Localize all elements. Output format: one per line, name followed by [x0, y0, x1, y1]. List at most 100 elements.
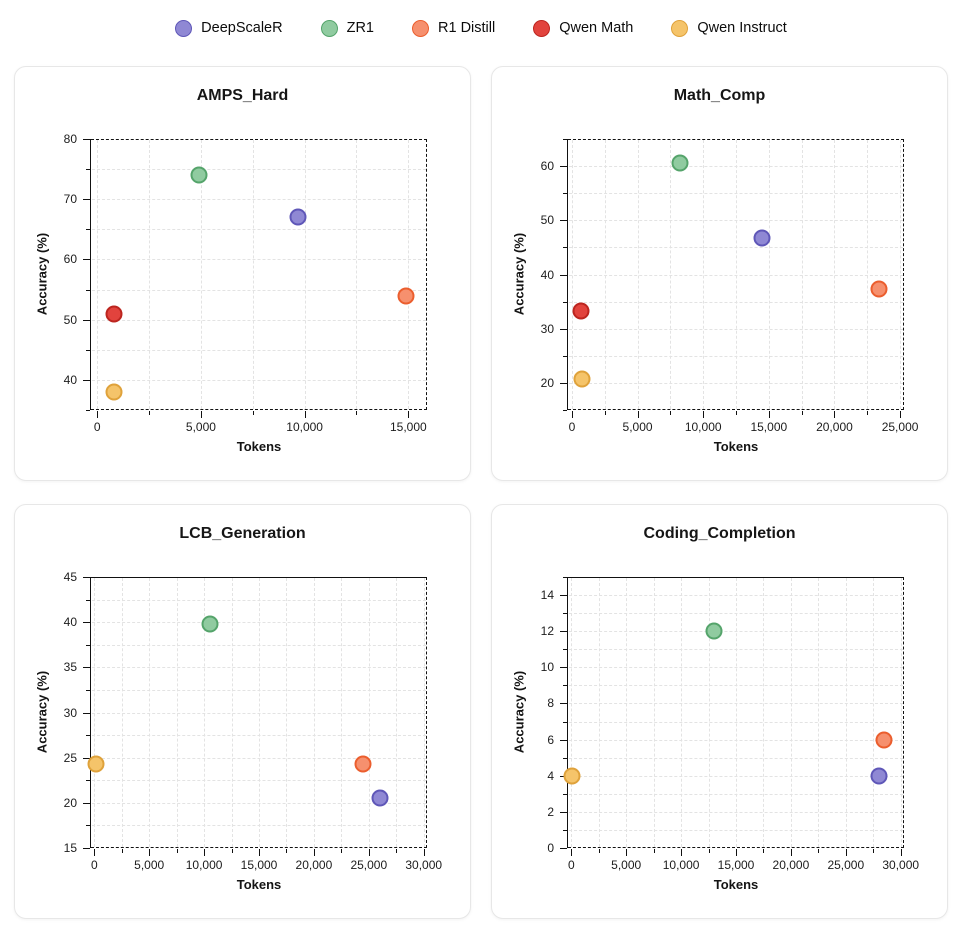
gridline: [92, 199, 426, 201]
x-minor-tick-mark: [252, 411, 254, 415]
gridline: [790, 578, 792, 847]
point-deepscaler: [870, 767, 888, 785]
r1-distill-swatch-icon: [412, 19, 429, 37]
y-minor-tick-mark: [563, 247, 567, 249]
gridline: [873, 578, 875, 847]
x-tick-label: 10,000: [662, 858, 700, 872]
y-tick-label: 2: [547, 804, 554, 819]
y-tick-label: 20: [540, 375, 554, 390]
y-tick-label: 0: [547, 841, 554, 855]
gridline: [92, 289, 426, 291]
y-minor-tick-mark: [563, 193, 567, 195]
gridline: [598, 578, 600, 847]
y-tick-mark: [560, 166, 567, 168]
y-minor-tick-mark: [86, 644, 90, 646]
gridline: [97, 140, 99, 409]
x-tick-mark: [368, 849, 370, 856]
x-tick-mark: [423, 849, 425, 856]
x-minor-tick-mark: [801, 411, 803, 415]
x-tick-label: 5,000: [622, 420, 653, 434]
x-tick-label: 10,000: [684, 420, 722, 434]
point-r1-distill: [875, 731, 893, 749]
x-minor-tick-mark: [356, 411, 358, 415]
gridline: [92, 712, 426, 714]
y-minor-tick-mark: [563, 410, 567, 411]
x-minor-tick-mark: [121, 849, 123, 853]
y-tick-label: 50: [63, 312, 77, 327]
gridline: [626, 578, 628, 847]
y-tick-label: 60: [540, 159, 554, 174]
x-tick-mark: [637, 411, 639, 418]
y-tick-label: 80: [63, 132, 77, 146]
y-minor-tick-mark: [86, 349, 90, 351]
y-tick-label: 15: [63, 841, 77, 855]
x-tick-mark: [834, 411, 836, 418]
gridline: [569, 193, 903, 195]
point-deepscaler: [753, 229, 771, 247]
y-tick-mark: [560, 667, 567, 669]
y-tick-label: 4: [547, 768, 554, 783]
x-tick-label: 25,000: [827, 858, 865, 872]
x-tick-mark: [768, 411, 770, 418]
gridline: [92, 689, 426, 691]
y-minor-tick-mark: [86, 780, 90, 782]
point-zr1: [201, 615, 219, 633]
point-r1-distill: [397, 287, 415, 305]
x-tick-mark: [97, 411, 99, 418]
gridline: [92, 379, 426, 381]
y-minor-tick-mark: [563, 757, 567, 759]
gridline: [653, 578, 655, 847]
plot-border-bottom: [568, 409, 904, 410]
x-tick-label: 0: [567, 858, 575, 872]
y-tick-label: 40: [540, 267, 554, 282]
y-tick-label: 30: [63, 705, 77, 720]
plot-area: 20 30 40 50 60 0 5,000 10,000 15,000 20,000 25,000: [541, 139, 918, 434]
x-tick-label: 25,000: [881, 420, 919, 434]
x-tick-label: 15,000: [240, 858, 278, 872]
gridline: [571, 578, 573, 847]
y-tick-mark: [83, 802, 90, 804]
gridline: [408, 140, 410, 409]
x-tick-mark: [736, 849, 737, 856]
x-tick-label: 10,000: [185, 858, 223, 872]
point-qwen-instruct: [563, 767, 581, 785]
plot-area: 0 2 4 6 8 10 12 14 0 5,000 10,000 15,000 20,000 25,00…: [541, 577, 919, 872]
gridline: [845, 578, 847, 847]
gridline: [569, 613, 903, 615]
gridline: [569, 739, 903, 741]
y-tick-label: 6: [547, 732, 554, 747]
x-tick-label: 5,000: [134, 858, 165, 872]
y-minor-tick-mark: [563, 829, 567, 831]
point-deepscaler: [289, 208, 307, 226]
gridline: [569, 703, 903, 705]
legend-label: Qwen Instruct: [697, 20, 787, 36]
x-minor-tick-mark: [604, 411, 606, 415]
gridline: [818, 578, 820, 847]
x-tick-mark: [681, 849, 683, 856]
x-minor-tick-mark: [653, 849, 655, 853]
gridline: [569, 220, 903, 222]
gridline: [92, 349, 426, 351]
x-axis-label: Tokens: [236, 439, 282, 454]
y-minor-tick-mark: [86, 735, 90, 737]
point-r1-distill: [354, 755, 372, 773]
x-minor-tick-mark: [286, 849, 288, 853]
y-tick-label: 25: [63, 750, 77, 765]
gridline: [304, 140, 306, 409]
point-zr1: [671, 154, 689, 172]
y-minor-tick-mark: [86, 169, 90, 171]
x-tick-label: 10,000: [286, 420, 323, 434]
x-tick-mark: [408, 411, 410, 418]
chart-title: AMPS_Hard: [196, 87, 289, 104]
y-tick-label: 12: [540, 624, 554, 639]
point-r1-distill: [870, 280, 888, 298]
plot-border-top: [91, 577, 427, 578]
y-tick-mark: [560, 274, 567, 276]
y-minor-tick-mark: [86, 410, 90, 411]
x-tick-mark: [149, 849, 151, 856]
legend-label: R1 Distill: [438, 20, 496, 36]
point-qwen-math: [105, 305, 123, 323]
x-tick-label: 20,000: [772, 858, 810, 872]
gridline: [569, 382, 903, 384]
point-deepscaler: [371, 789, 389, 807]
